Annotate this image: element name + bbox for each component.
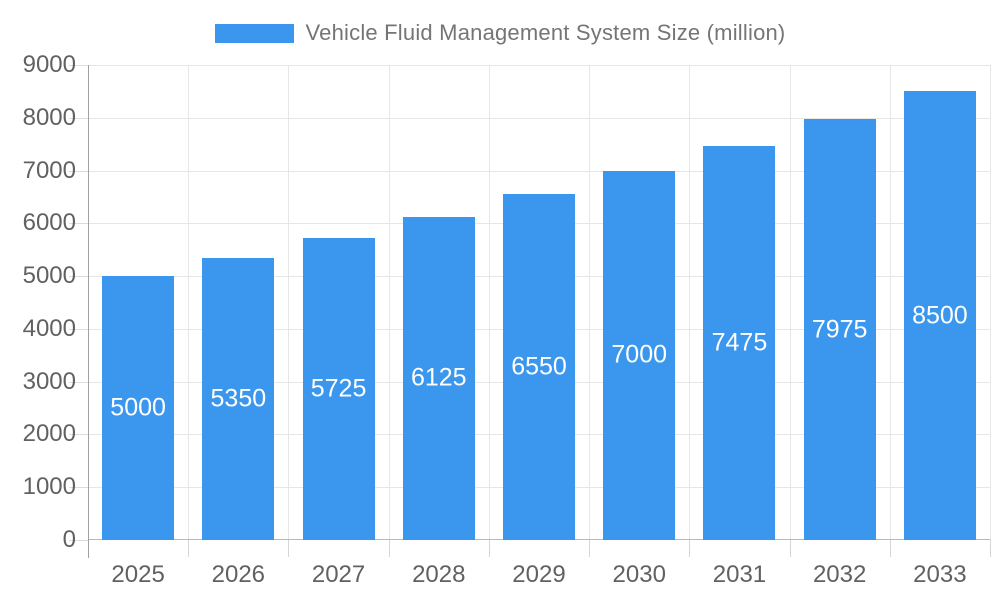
gridline-horizontal <box>88 65 990 66</box>
y-axis-tick <box>69 117 88 119</box>
x-axis-label: 2029 <box>512 561 566 588</box>
x-axis-tick <box>388 540 390 557</box>
bar-value-label: 7000 <box>611 340 668 369</box>
x-axis-tick <box>188 540 190 557</box>
bar <box>803 119 876 540</box>
bar <box>402 216 475 540</box>
y-axis-tick <box>69 276 88 278</box>
gridline-vertical <box>589 65 591 540</box>
y-axis-tick <box>69 223 88 225</box>
y-axis-label: 3000 <box>22 367 76 395</box>
bar <box>302 237 375 540</box>
x-axis-label: 2032 <box>812 561 867 588</box>
y-axis-tick <box>69 65 88 66</box>
y-axis-tick <box>69 434 88 436</box>
y-axis-label: 2000 <box>22 420 76 448</box>
gridline-vertical <box>188 65 190 540</box>
y-axis-tick <box>69 381 88 383</box>
gridline-vertical <box>889 65 891 540</box>
bar-value-label: 7975 <box>811 315 868 344</box>
gridline-horizontal <box>88 170 990 172</box>
plot-area: 0 1000 2000 3000 4000 5000 6000 7000 8000 9000 500… <box>23 51 991 588</box>
y-axis-tick <box>69 328 88 330</box>
bar <box>202 257 275 540</box>
y-axis-tick <box>69 170 88 172</box>
gridline-vertical <box>488 65 490 540</box>
gridline-vertical <box>288 65 290 540</box>
x-axis-label: 2025 <box>111 561 165 588</box>
x-axis-label: 2027 <box>311 561 366 588</box>
y-axis-line <box>88 65 89 558</box>
bar-value-label: 5350 <box>210 384 267 413</box>
bar <box>703 145 776 540</box>
x-axis-tick <box>889 540 891 557</box>
y-axis-label: 4000 <box>22 314 76 342</box>
x-axis-tick <box>990 540 991 557</box>
x-axis-label: 2028 <box>412 561 466 588</box>
x-axis-tick <box>789 540 791 557</box>
x-axis-label: 2031 <box>712 561 767 588</box>
x-axis-tick <box>288 540 290 557</box>
y-axis-tick <box>69 487 88 489</box>
x-axis-label: 2030 <box>612 561 666 588</box>
bar-value-label: 6550 <box>511 352 567 381</box>
bar <box>603 170 676 540</box>
x-axis-tick <box>589 540 591 557</box>
x-axis-label: 2026 <box>211 561 266 588</box>
bar <box>503 194 575 540</box>
legend-swatch-icon <box>214 23 294 43</box>
y-axis-label: 5000 <box>22 262 76 290</box>
legend-label: Vehicle Fluid Management System Size (mi… <box>305 20 786 45</box>
bar <box>903 91 976 540</box>
bar-value-label: 5725 <box>310 374 367 403</box>
y-axis-label: 9000 <box>22 51 76 78</box>
y-axis-tick <box>69 540 88 541</box>
x-axis-tick <box>488 540 490 557</box>
legend-item[interactable]: Vehicle Fluid Management System Size (mi… <box>214 20 786 46</box>
bar-value-label: 5000 <box>110 393 166 422</box>
bar-value-label: 8500 <box>912 301 968 330</box>
y-axis-label: 8000 <box>22 103 76 131</box>
y-axis-label: 6000 <box>22 209 76 237</box>
gridline-vertical <box>990 65 991 540</box>
bar-value-label: 7475 <box>711 328 768 357</box>
y-axis-label: 0 <box>62 526 76 553</box>
bar <box>102 276 175 540</box>
x-axis-tick <box>689 540 691 557</box>
gridline-horizontal <box>88 117 990 119</box>
legend: Vehicle Fluid Management System Size (mi… <box>0 20 1000 46</box>
gridline-vertical <box>789 65 791 540</box>
y-axis-label: 1000 <box>22 473 76 501</box>
x-axis-label: 2033 <box>913 561 967 588</box>
gridline-vertical <box>689 65 691 540</box>
bar-value-label: 6125 <box>410 363 467 392</box>
y-axis-label: 7000 <box>22 156 76 184</box>
gridline-vertical <box>388 65 390 540</box>
